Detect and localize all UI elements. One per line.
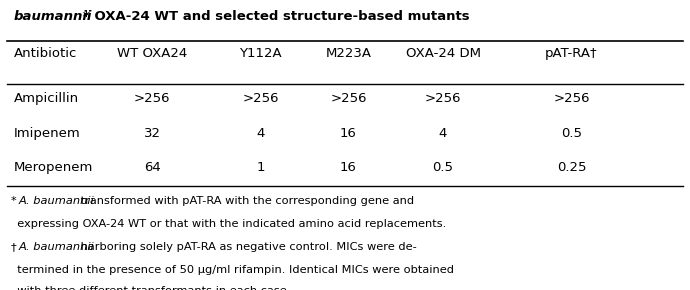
Text: 16: 16	[340, 126, 357, 139]
Text: transformed with pAT-RA with the corresponding gene and: transformed with pAT-RA with the corresp…	[77, 196, 414, 206]
Text: 0.5: 0.5	[561, 126, 582, 139]
Text: 0.5: 0.5	[433, 161, 453, 174]
Text: M223A: M223A	[326, 47, 371, 60]
Text: 1: 1	[256, 161, 265, 174]
Text: >256: >256	[425, 93, 462, 106]
Text: Y112A: Y112A	[239, 47, 282, 60]
Text: OXA-24 DM: OXA-24 DM	[406, 47, 480, 60]
Text: Ampicillin: Ampicillin	[14, 93, 79, 106]
Text: 16: 16	[340, 161, 357, 174]
Text: A. baumannii: A. baumannii	[19, 196, 95, 206]
Text: 0.25: 0.25	[557, 161, 586, 174]
Text: >256: >256	[553, 93, 590, 106]
Text: †: †	[10, 242, 16, 252]
Text: Imipenem: Imipenem	[14, 126, 81, 139]
Text: *: *	[10, 196, 16, 206]
Text: harboring solely pAT-RA as negative control. MICs were de-: harboring solely pAT-RA as negative cont…	[77, 242, 416, 252]
Text: >256: >256	[134, 93, 170, 106]
Text: 4: 4	[439, 126, 447, 139]
Text: 64: 64	[144, 161, 161, 174]
Text: 4: 4	[256, 126, 265, 139]
Text: 32: 32	[144, 126, 161, 139]
Text: * OXA-24 WT and selected structure-based mutants: * OXA-24 WT and selected structure-based…	[83, 10, 470, 23]
Text: A. baumannii: A. baumannii	[19, 242, 95, 252]
Text: >256: >256	[242, 93, 279, 106]
Text: >256: >256	[330, 93, 366, 106]
Text: WT OXA24: WT OXA24	[117, 47, 188, 60]
Text: pAT-RA†: pAT-RA†	[545, 47, 598, 60]
Text: baumannii: baumannii	[14, 10, 92, 23]
Text: termined in the presence of 50 μg/ml rifampin. Identical MICs were obtained: termined in the presence of 50 μg/ml rif…	[10, 265, 454, 275]
Text: expressing OXA-24 WT or that with the indicated amino acid replacements.: expressing OXA-24 WT or that with the in…	[10, 220, 446, 229]
Text: Antibiotic: Antibiotic	[14, 47, 77, 60]
Text: Meropenem: Meropenem	[14, 161, 93, 174]
Text: with three different transformants in each case.: with three different transformants in ea…	[10, 286, 290, 290]
